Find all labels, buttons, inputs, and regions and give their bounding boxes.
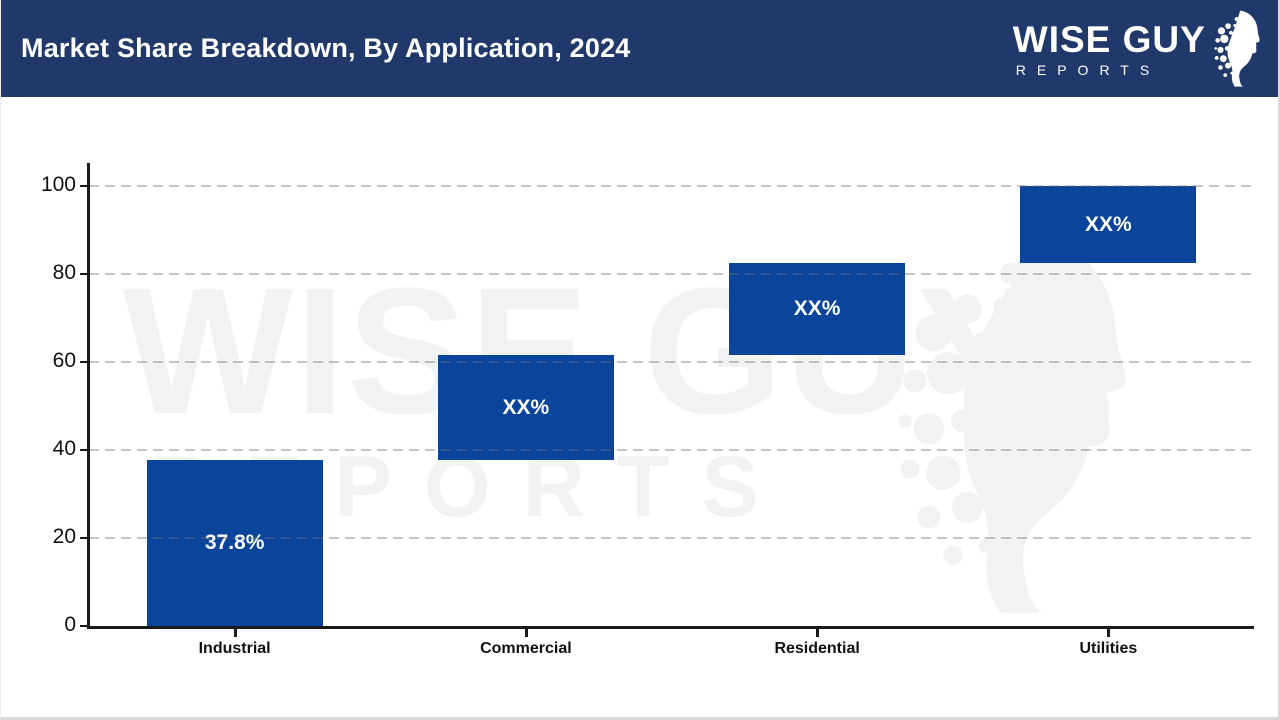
y-tick-label-0: 0 [64, 613, 76, 636]
y-tick-label-20: 20 [52, 525, 76, 548]
gridline-20 [89, 537, 1254, 539]
header-bar: Market Share Breakdown, By Application, … [1, 0, 1278, 97]
gridline-100 [89, 185, 1254, 187]
y-tick-label-80: 80 [52, 261, 76, 284]
y-tick-20 [80, 537, 89, 539]
y-tick-60 [80, 361, 89, 363]
y-tick-40 [80, 449, 89, 451]
x-axis-label-residential: Residential [774, 640, 860, 657]
y-tick-label-40: 40 [52, 437, 76, 460]
x-axis-label-utilities: Utilities [1079, 640, 1138, 657]
logo-reports-text: REPORTS [1015, 62, 1161, 78]
y-tick-80 [80, 273, 89, 275]
page-title: Market Share Breakdown, By Application, … [21, 33, 631, 63]
x-tick-residential [816, 628, 820, 637]
wiseguy-logo: WISE GUY REPORTS [1013, 6, 1267, 92]
bar-industrial: 37.8% [146, 459, 323, 626]
bar-commercial: XX% [437, 355, 614, 460]
bar-value-label-utilities: XX% [1085, 212, 1132, 236]
x-tick-utilities [1107, 628, 1111, 637]
y-axis-line [87, 163, 90, 629]
gridline-80 [89, 273, 1254, 275]
bar-value-label-industrial: 37.8% [204, 530, 265, 554]
y-tick-100 [80, 185, 89, 187]
x-tick-commercial [524, 628, 528, 637]
x-axis-label-commercial: Commercial [480, 640, 572, 657]
bar-value-label-commercial: XX% [502, 395, 550, 419]
logo-wordmark: WISE GUY [1012, 19, 1206, 60]
y-tick-0 [80, 625, 89, 627]
y-tick-label-60: 60 [52, 349, 76, 372]
bar-residential: XX% [729, 263, 906, 356]
bar-value-label-residential: XX% [793, 297, 841, 321]
x-axis-line [87, 626, 1254, 629]
gridline-40 [89, 449, 1254, 451]
bar-utilities: XX% [1020, 186, 1197, 263]
y-tick-label-100: 100 [40, 173, 76, 196]
wiseguy-head-logo-icon [1214, 10, 1260, 87]
gridline-60 [89, 361, 1254, 363]
x-tick-industrial [233, 628, 237, 637]
x-axis-label-industrial: Industrial [198, 640, 271, 657]
